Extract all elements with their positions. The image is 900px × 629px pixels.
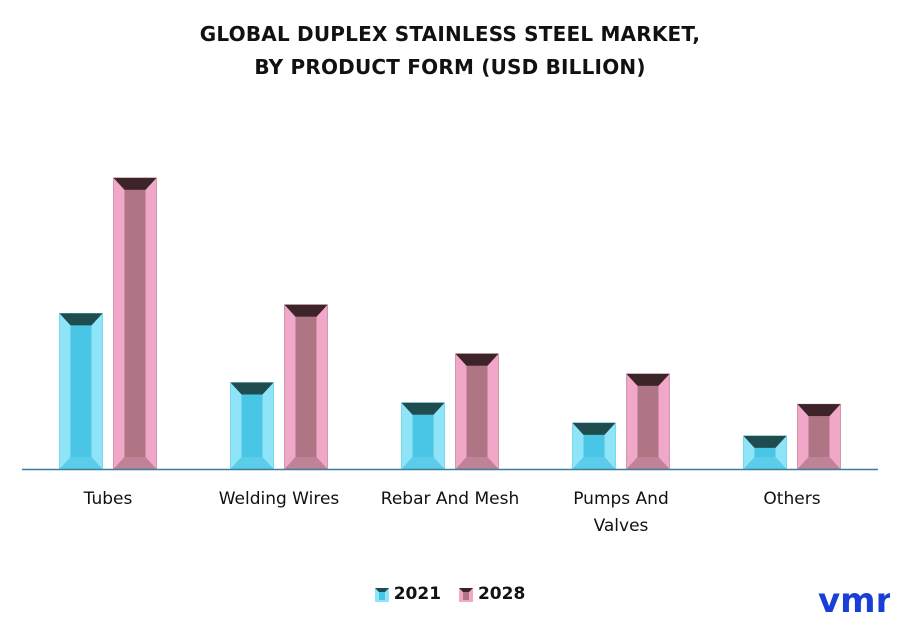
- bar-front-tubes-2021: [70, 325, 92, 457]
- bar-front-tubes-2028: [124, 189, 146, 457]
- category-label-rebar-and-mesh: Rebar And Mesh: [381, 489, 519, 509]
- bar-top-pumps-and-valves-2021: [572, 422, 616, 435]
- legend-item-2021: 2021: [374, 584, 442, 604]
- svg-text:vmr: vmr: [818, 582, 890, 621]
- bar-front-rebar-and-mesh-2028: [466, 365, 488, 457]
- vmr-logo: vmr: [818, 582, 890, 621]
- bar-welding-wires-2021: [230, 382, 274, 470]
- bar-front-welding-wires-2028: [295, 316, 317, 457]
- bar-top-tubes-2028: [113, 177, 157, 190]
- bar-top-pumps-and-valves-2028: [626, 373, 670, 386]
- bar-front-pumps-and-valves-2028: [637, 385, 659, 457]
- bar-top-tubes-2021: [59, 313, 103, 326]
- bar-base-rebar-and-mesh-2028: [455, 457, 499, 469]
- category-label-welding-wires: Welding Wires: [219, 489, 340, 509]
- category-label-line: Welding Wires: [219, 489, 340, 509]
- bar-front-others-2021: [754, 447, 776, 457]
- bar-base-others-2028: [797, 457, 841, 469]
- bars-layer: [59, 177, 841, 470]
- bar-front-others-2028: [808, 416, 830, 457]
- bar-top-welding-wires-2028: [284, 304, 328, 317]
- chart-title-line-2: BY PRODUCT FORM (USD BILLION): [254, 55, 646, 79]
- bar-base-welding-wires-2028: [284, 457, 328, 469]
- bar-rebar-and-mesh-2028: [455, 353, 499, 470]
- legend-label-2021: 2021: [393, 584, 442, 604]
- bar-top-others-2021: [743, 435, 787, 448]
- bar-base-welding-wires-2021: [230, 457, 274, 469]
- legend-swatch-2021: [374, 587, 389, 602]
- bar-front-welding-wires-2021: [241, 394, 263, 457]
- bar-top-rebar-and-mesh-2021: [401, 402, 445, 415]
- bar-others-2028: [797, 403, 841, 470]
- bar-top-others-2028: [797, 404, 841, 417]
- category-label-line: Others: [763, 489, 820, 509]
- chart-title-line-1: GLOBAL DUPLEX STAINLESS STEEL MARKET,: [199, 22, 701, 46]
- legend: 2021 2028: [0, 584, 900, 607]
- category-label-others: Others: [763, 489, 820, 509]
- bar-pumps-and-valves-2021: [572, 422, 616, 470]
- bar-rebar-and-mesh-2021: [401, 402, 445, 470]
- category-label-tubes: Tubes: [83, 489, 133, 509]
- bar-base-pumps-and-valves-2028: [626, 457, 670, 469]
- bar-base-tubes-2021: [59, 457, 103, 469]
- legend-item-2028: 2028: [458, 584, 526, 604]
- category-label-line: Valves: [594, 516, 649, 536]
- bar-base-pumps-and-valves-2021: [572, 457, 616, 469]
- bar-tubes-2028: [113, 177, 157, 470]
- category-labels: Tubes Welding Wires Rebar And Mesh Pumps An…: [83, 489, 821, 536]
- bar-tubes-2021: [59, 313, 103, 470]
- category-label-line: Rebar And Mesh: [381, 489, 519, 509]
- bar-base-others-2021: [743, 457, 787, 469]
- bar-others-2021: [743, 435, 787, 470]
- bar-top-welding-wires-2021: [230, 382, 274, 395]
- bar-top-rebar-and-mesh-2028: [455, 353, 499, 366]
- category-label-pumps-and-valves: Pumps And Valves: [573, 489, 669, 536]
- bar-front-pumps-and-valves-2021: [583, 434, 605, 457]
- category-label-line: Pumps And: [573, 489, 669, 509]
- bar-front-rebar-and-mesh-2021: [412, 414, 434, 457]
- legend-label-2028: 2028: [477, 584, 526, 604]
- bar-pumps-and-valves-2028: [626, 373, 670, 470]
- legend-swatch-2028: [458, 587, 473, 602]
- bar-base-rebar-and-mesh-2021: [401, 457, 445, 469]
- bar-welding-wires-2028: [284, 304, 328, 470]
- bar-base-tubes-2028: [113, 457, 157, 469]
- chart-title: GLOBAL DUPLEX STAINLESS STEEL MARKET, BY…: [0, 18, 900, 84]
- category-label-line: Tubes: [83, 489, 133, 509]
